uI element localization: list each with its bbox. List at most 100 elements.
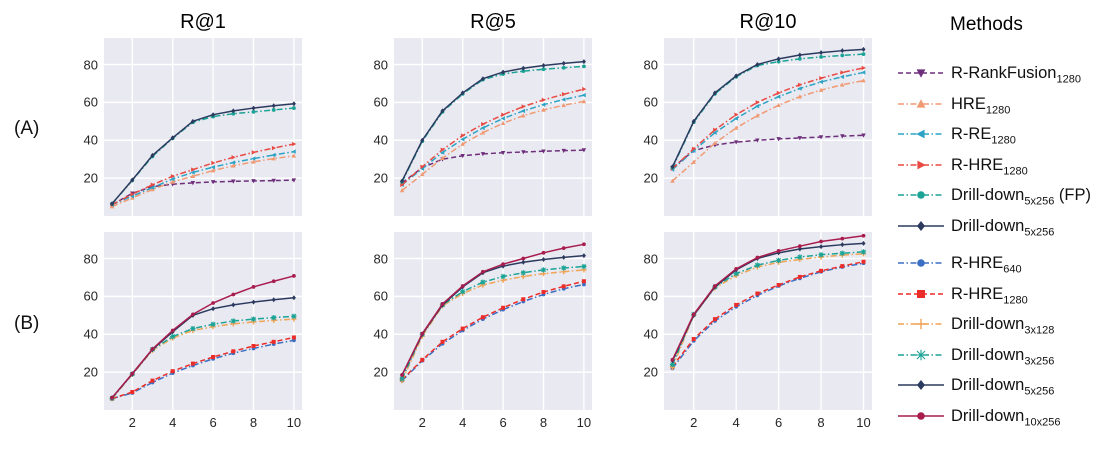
legend-item[interactable]: Drill-down3x256 [896,340,1116,371]
row-label-b: (B) [14,313,40,334]
legend-line-sample [896,186,946,204]
panel-B-R1: 20 40 60 80 2 4 6 8 10 [84,232,302,430]
y-tick-label: 20 [373,170,388,186]
legend-item-label: R-HRE640 [951,254,1022,276]
series-line [671,71,864,171]
legend-line-sample [896,64,946,82]
legend-line-sample [896,315,946,333]
x-tick-label: 10 [856,415,871,430]
y-tick-label: 60 [83,288,98,304]
series-line [111,339,295,400]
series-line [671,260,864,367]
legend-item[interactable]: HRE1280 [896,89,1116,120]
legend-item[interactable]: Drill-down10x256 [896,401,1116,432]
legend-line-sample [896,346,946,364]
panel-B-R10: 20 40 60 80 2 4 6 8 10 [644,232,872,430]
legend-item-label: Drill-down5x256 (FP) [951,186,1092,208]
panel-A-R5: R@5 20 40 60 80 [374,11,592,216]
legend-item[interactable]: R-RankFusion1280 [896,58,1116,89]
series-line [111,296,294,399]
y-tick-label: 80 [83,57,98,72]
series-line [401,283,585,382]
y-tick-label: 60 [643,94,658,110]
x-tick-label: 6 [774,415,783,430]
y-tick-label: 80 [643,251,658,266]
x-tick-label: 8 [539,415,548,430]
legend-item-label: Drill-down5x256 [951,216,1055,238]
legend-line-sample [896,217,946,235]
series-line [111,102,294,205]
legend-item[interactable]: Drill-down5x256 (FP) [896,180,1116,211]
y-tick-label: 80 [643,57,658,72]
legend-line-sample [896,407,946,425]
y-tick-label: 40 [373,326,388,342]
legend-item-label: HRE1280 [951,94,1011,116]
series-line [111,155,295,208]
y-tick-label: 40 [83,326,98,342]
y-tick-label: 20 [83,170,98,186]
x-tick-label: 6 [209,415,217,430]
panel-A-R10: R@10 20 40 60 80 [644,11,872,216]
series-line [111,143,295,206]
x-tick-label: 10 [576,415,592,430]
series-line [401,88,585,186]
legend: Methods R-RankFusion1280 HRE1280 R-RE1280 R… [896,0,1116,454]
x-tick-label: 2 [128,415,136,430]
legend-item-label: Drill-down3x128 [951,315,1055,337]
legend-item[interactable]: R-HRE640 [896,248,1116,279]
y-tick-label: 60 [83,94,98,110]
series-line [671,253,864,368]
legend-item[interactable]: Drill-down3x128 [896,309,1116,340]
legend-group-a: R-RankFusion1280 HRE1280 R-RE1280 R-HRE1280… [896,58,1116,241]
series-line [111,150,295,206]
legend-item[interactable]: Drill-down5x256 [896,211,1116,242]
legend-group-b: R-HRE640 R-HRE1280 Drill-down3x128 Drill-do… [896,248,1116,431]
y-tick-label: 40 [643,326,658,342]
series-line [111,336,295,400]
legend-line-sample [896,95,946,113]
legend-item-label: R-HRE1280 [951,155,1028,177]
legend-title: Methods [950,14,1023,35]
panel-B-R5: 20 40 60 80 2 4 6 8 10 [374,232,592,430]
plot-area-B-R10 [664,232,872,410]
y-tick-label: 80 [373,57,388,72]
legend-item-label: R-HRE1280 [951,284,1028,306]
legend-item[interactable]: R-HRE1280 [896,279,1116,310]
y-tick-label: 60 [373,288,388,304]
plot-area-A-R1 [104,38,302,216]
series-line [671,67,864,170]
plot-area-A-R5 [394,38,592,216]
legend-item[interactable]: R-HRE1280 [896,150,1116,181]
legend-line-sample [896,254,946,272]
panel-title-R-at-5: R@5 [470,11,516,33]
series-line [111,275,295,399]
x-tick-label: 2 [690,415,698,430]
panel-title-R-at-1: R@1 [180,11,226,33]
legend-item[interactable]: Drill-down5x256 [896,370,1116,401]
legend-line-sample [896,285,946,303]
y-tick-label: 20 [373,364,388,380]
series-line [671,251,864,365]
legend-item[interactable]: R-RE1280 [896,119,1116,150]
x-tick-label: 10 [286,415,302,430]
x-tick-label: 2 [418,415,426,430]
x-tick-label: 8 [249,415,258,430]
plot-area-A-R10 [664,38,872,216]
series-line [671,79,864,182]
row-label-a: (A) [14,118,40,139]
series-line [401,269,584,381]
plot-area-B-R5 [394,232,592,410]
series-line [671,242,864,362]
x-tick-label: 6 [499,415,507,430]
series-line [111,318,294,400]
legend-item-label: Drill-down10x256 [951,406,1061,428]
legend-line-sample [896,156,946,174]
x-tick-label: 4 [732,415,740,430]
series-line [401,94,585,186]
x-tick-label: 4 [169,415,177,430]
x-tick-label: 8 [817,415,825,430]
panel-A-R1: R@1 20 40 60 80 [84,11,302,216]
series-line [671,262,864,369]
series-line [401,280,585,381]
